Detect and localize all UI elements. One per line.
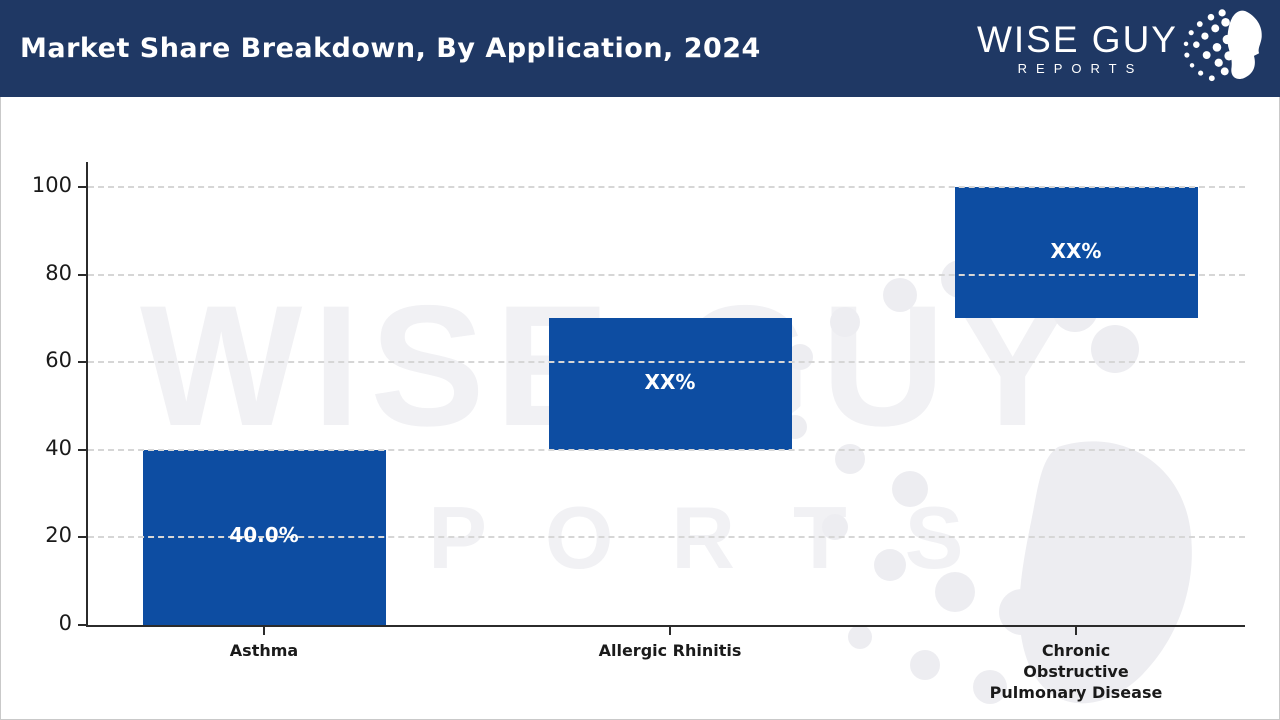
y-tick-mark-20: [78, 536, 86, 539]
chart-title: Market Share Breakdown, By Application, …: [20, 33, 761, 64]
y-tick-label-60: 60: [45, 348, 72, 373]
gridline-40: [88, 448, 1245, 451]
x-category-label-chronic-obstructive-pulmonary-disease: Chronic Obstructive Pulmonary Disease: [989, 641, 1163, 703]
y-tick-mark-0: [78, 624, 86, 626]
gridline-100: [88, 186, 1245, 188]
logo-face-icon: [1183, 8, 1262, 81]
y-tick-mark-40: [78, 448, 86, 451]
y-tick-label-100: 100: [31, 173, 72, 197]
bar-value-label-allergic-rhinitis: XX%: [644, 370, 696, 395]
x-tick-mark-asthma: [263, 627, 265, 635]
x-axis-line: [86, 625, 1245, 627]
bar-value-label-chronic-obstructive-pulmonary-disease: XX%: [1050, 238, 1102, 263]
y-tick-label-80: 80: [45, 260, 72, 285]
y-tick-mark-60: [78, 361, 86, 364]
x-tick-mark-allergic-rhinitis: [669, 627, 671, 635]
header-bar: Market Share Breakdown, By Application, …: [0, 0, 1280, 97]
y-tick-label-40: 40: [45, 435, 72, 460]
gridline-20: [88, 536, 1245, 539]
x-tick-mark-chronic-obstructive-pulmonary-disease: [1075, 627, 1077, 635]
bar-allergic-rhinitis: [548, 318, 792, 450]
bar-value-label-asthma: 40.0%: [229, 523, 299, 548]
logo-wordmark: WISE GUY: [976, 19, 1178, 60]
logo-text: WISE GUY REPORTS: [977, 21, 1178, 76]
y-tick-label-20: 20: [45, 523, 72, 548]
gridline-80: [88, 273, 1245, 276]
logo-subtext: REPORTS: [1017, 61, 1144, 76]
y-tick-mark-80: [78, 273, 86, 276]
gridline-60: [88, 361, 1245, 364]
y-tick-mark-100: [78, 186, 86, 188]
y-axis-line: [86, 162, 88, 627]
bar-chronic-obstructive-pulmonary-disease: [954, 187, 1198, 319]
x-category-label-allergic-rhinitis: Allergic Rhinitis: [598, 641, 742, 660]
wise-guy-logo: WISE GUY REPORTS: [977, 6, 1266, 92]
plot: 0 20 40 60 80 100 40.0% Asthma XX% Allergic Rhini…: [0, 97, 1280, 720]
chart-area: WISE GUY REPORTS 0 20 40 60 80 100 40.0% Asthma…: [0, 97, 1280, 720]
x-category-label-asthma: Asthma: [229, 641, 299, 660]
y-tick-label-0: 0: [58, 611, 72, 635]
